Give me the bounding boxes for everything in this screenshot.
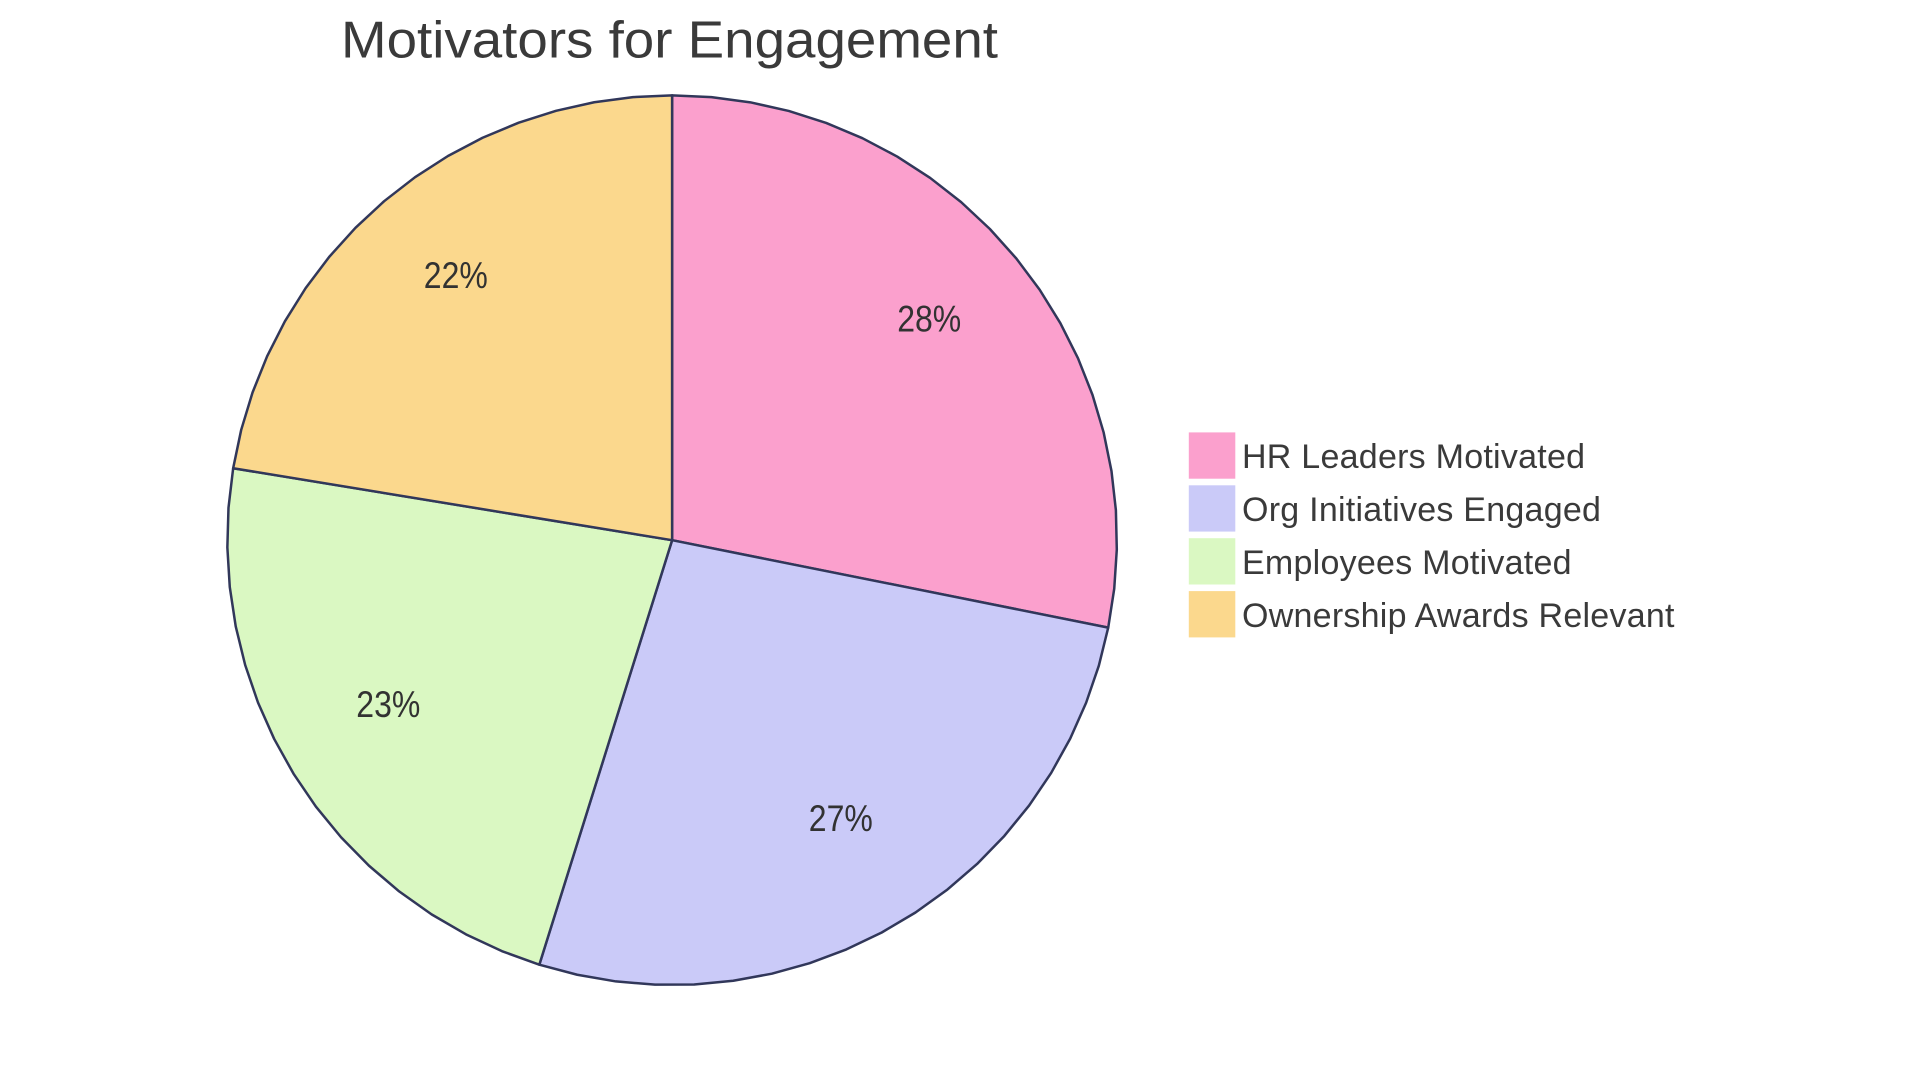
svg-text:Ownership Awards Relevant: Ownership Awards Relevant	[1242, 597, 1675, 635]
svg-text:Motivators for Engagement: Motivators for Engagement	[341, 12, 999, 70]
svg-text:HR Leaders Motivated: HR Leaders Motivated	[1242, 438, 1585, 476]
svg-text:22%: 22%	[424, 255, 488, 296]
svg-text:Employees Motivated: Employees Motivated	[1242, 544, 1572, 582]
svg-text:27%: 27%	[809, 798, 873, 839]
svg-text:23%: 23%	[356, 684, 420, 725]
svg-text:Org Initiatives Engaged: Org Initiatives Engaged	[1242, 491, 1601, 529]
svg-text:28%: 28%	[897, 299, 961, 340]
